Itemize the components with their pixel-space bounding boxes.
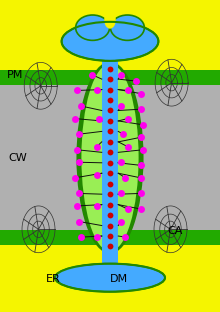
Ellipse shape: [55, 264, 165, 292]
Text: ER: ER: [46, 274, 61, 284]
Text: DM: DM: [110, 274, 128, 284]
Ellipse shape: [77, 62, 143, 253]
Bar: [102, 64, 118, 251]
Bar: [0, 0, 220, 70]
Text: CW: CW: [9, 153, 28, 163]
Text: PM: PM: [7, 70, 23, 80]
Ellipse shape: [110, 15, 144, 40]
Bar: [102, 64, 118, 85]
Ellipse shape: [62, 22, 158, 61]
Bar: [102, 45, 118, 70]
Bar: [0, 230, 220, 245]
Bar: [102, 230, 118, 264]
Bar: [0, 70, 220, 245]
Ellipse shape: [55, 266, 116, 286]
Ellipse shape: [104, 11, 116, 29]
Ellipse shape: [81, 64, 139, 251]
Bar: [102, 245, 118, 254]
Bar: [0, 70, 220, 85]
Bar: [0, 245, 220, 312]
Ellipse shape: [76, 15, 110, 40]
Text: CA: CA: [167, 226, 183, 236]
